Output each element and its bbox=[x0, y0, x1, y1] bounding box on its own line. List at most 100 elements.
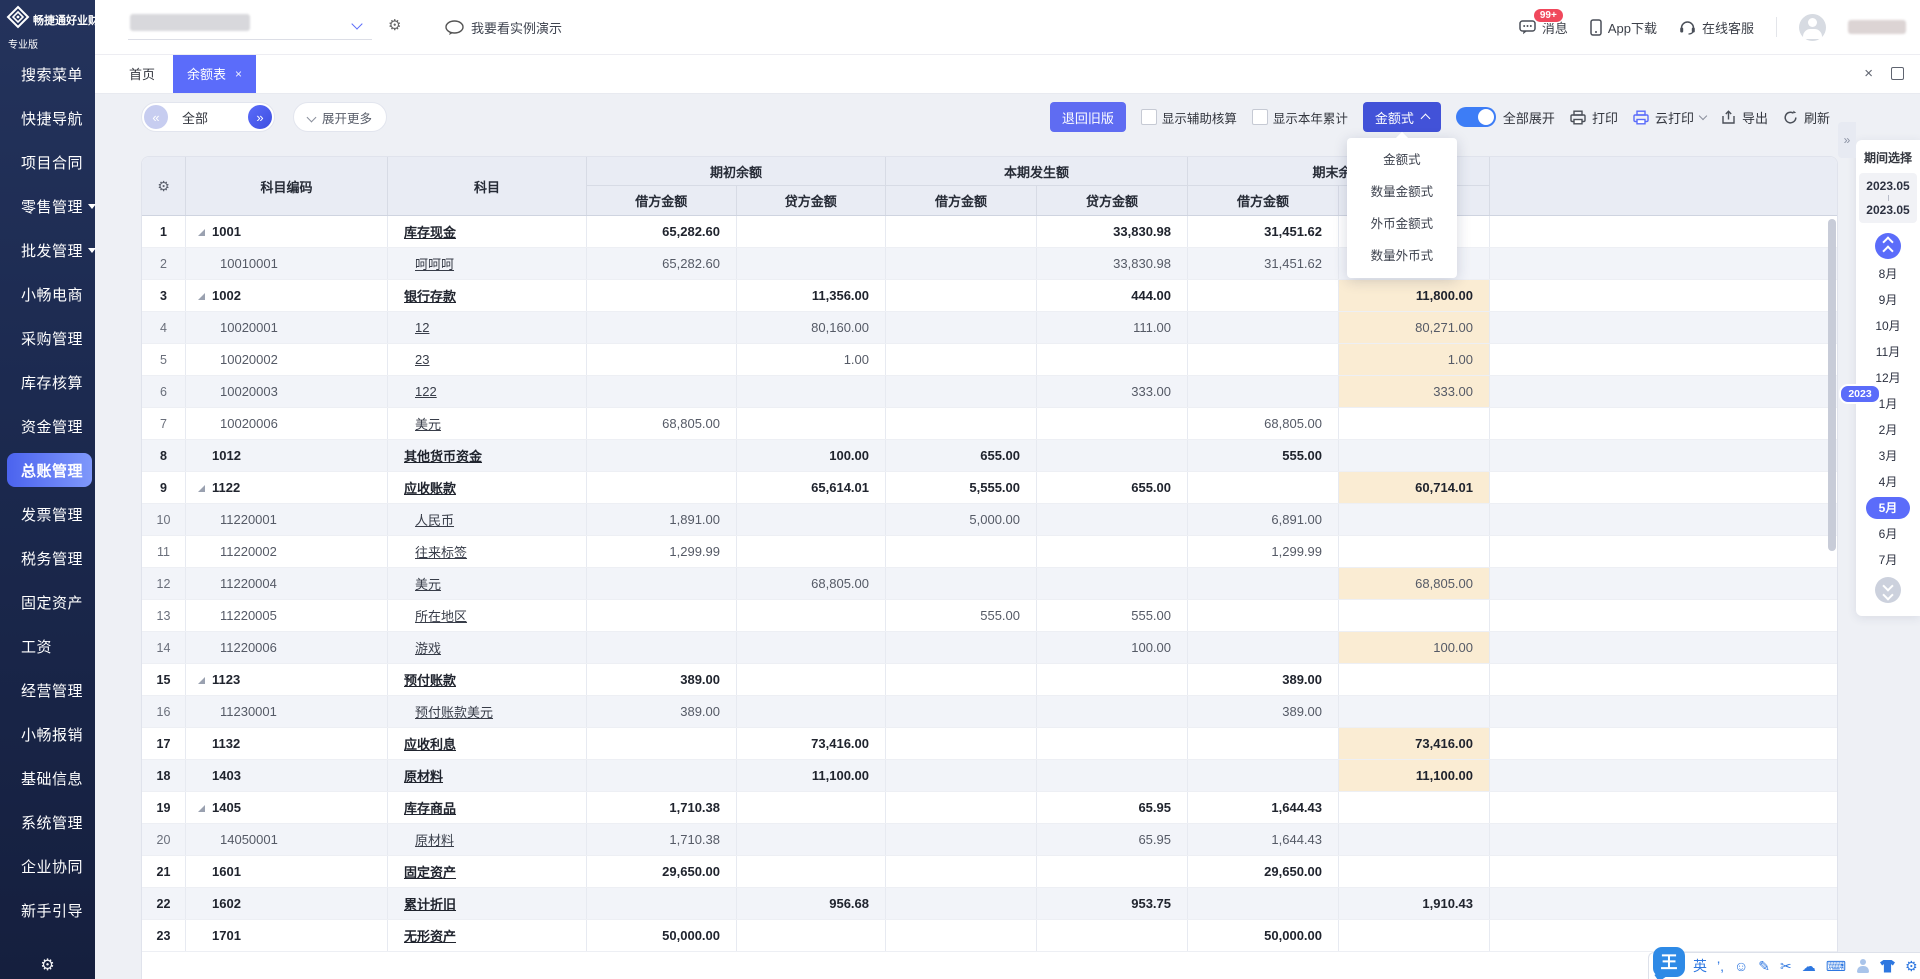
table-row[interactable]: 23 1701 无形资产 50,000.00 50,000.00 bbox=[142, 920, 1837, 952]
subject-link[interactable]: 所在地区 bbox=[415, 609, 468, 624]
subject-link[interactable]: 累计折旧 bbox=[404, 897, 457, 912]
sidebar-item[interactable]: 固定资产 bbox=[0, 580, 95, 624]
sidebar-item[interactable]: 总账管理 bbox=[0, 448, 95, 492]
close-all-icon[interactable]: × bbox=[1864, 65, 1873, 82]
table-row[interactable]: 19 1405 库存商品 1,710.38 65.95 1,644.43 bbox=[142, 792, 1837, 824]
table-row[interactable]: 9 1122 应收账款 65,614.01 5,555.00 655.00 bbox=[142, 472, 1837, 504]
subject-link[interactable]: 12 bbox=[415, 320, 430, 335]
month-item[interactable]: 5月 bbox=[1856, 495, 1920, 521]
subject-link[interactable]: 库存商品 bbox=[404, 801, 457, 816]
sidebar-item[interactable]: 企业协同 bbox=[0, 844, 95, 888]
subject-link[interactable]: 无形资产 bbox=[404, 929, 457, 944]
subject-link[interactable]: 其他货币资金 bbox=[404, 449, 483, 464]
taskbar-icon[interactable]: ☺ bbox=[1734, 958, 1749, 974]
format-dropdown-button[interactable]: 金额式 金额式 数量金额式 外币金额式 数量外币式 bbox=[1346, 102, 1457, 278]
column-settings-gear-icon[interactable]: ⚙ bbox=[157, 177, 170, 194]
subject-link[interactable]: 库存现金 bbox=[404, 225, 457, 240]
table-row[interactable]: 17 1132 应收利息 73,416.00 73,416 bbox=[142, 728, 1837, 760]
expand-triangle-icon[interactable] bbox=[198, 293, 205, 300]
sidebar-item[interactable]: 新手引导 bbox=[0, 888, 95, 932]
month-item[interactable]: 11月 bbox=[1875, 345, 1901, 359]
subject-link[interactable]: 人民币 bbox=[415, 513, 455, 528]
tab-home[interactable]: 首页 bbox=[129, 67, 156, 82]
cloud-print-button[interactable]: 云打印 bbox=[1633, 108, 1708, 127]
table-row[interactable]: 5 10020002 23 1.00 1.00 bbox=[142, 344, 1837, 376]
month-item[interactable]: 10月 bbox=[1875, 319, 1901, 333]
table-row[interactable]: 22 1602 累计折旧 956.68 953.75 1,9 bbox=[142, 888, 1837, 920]
sidebar-item[interactable]: 搜索菜单 bbox=[0, 52, 95, 96]
taskbar-icon[interactable]: ⚙ bbox=[1904, 958, 1918, 974]
subject-link[interactable]: 122 bbox=[415, 384, 437, 399]
period-range-box[interactable]: 2023.05 2023.05 bbox=[1859, 173, 1917, 223]
table-row[interactable]: 16 11230001 预付账款美元 389.00 389.00 bbox=[142, 696, 1837, 728]
month-item[interactable]: 6月 bbox=[1878, 527, 1898, 541]
scroll-months-up-button[interactable] bbox=[1875, 233, 1901, 259]
format-menu-item[interactable]: 数量金额式 bbox=[1370, 185, 1434, 199]
org-chevron-down-icon[interactable] bbox=[351, 18, 363, 30]
sidebar-item[interactable]: 工资 bbox=[0, 624, 95, 668]
month-item[interactable]: 12月 bbox=[1875, 371, 1901, 385]
subject-link[interactable]: 游戏 bbox=[415, 641, 442, 656]
table-row[interactable]: 11 11220002 往来标签 1,299.99 1,299.99 bbox=[142, 536, 1837, 568]
sidebar-settings-gear-icon[interactable]: ⚙ bbox=[40, 957, 55, 974]
sidebar-item[interactable]: 基础信息 bbox=[0, 756, 95, 800]
table-row[interactable]: 20 14050001 原材料 1,710.38 65.95 1,644.43 bbox=[142, 824, 1837, 856]
settings-gear-icon[interactable]: ⚙ bbox=[388, 17, 402, 34]
sidebar-item[interactable]: 库存核算 bbox=[0, 360, 95, 404]
online-service-button[interactable]: 在线客服 bbox=[1679, 18, 1754, 37]
prev-level-icon[interactable]: « bbox=[144, 105, 168, 129]
table-row[interactable]: 1 1001 库存现金 65,282.60 33,830.98 31,451.6… bbox=[142, 216, 1837, 248]
sidebar-item[interactable]: 采购管理 bbox=[0, 316, 95, 360]
month-item[interactable]: 9月 bbox=[1878, 293, 1898, 307]
checkbox-icon[interactable] bbox=[1140, 109, 1157, 125]
next-level-icon[interactable]: » bbox=[248, 105, 273, 129]
subject-link[interactable]: 往来标签 bbox=[415, 545, 468, 560]
sidebar-item[interactable]: 税务管理 bbox=[0, 536, 95, 580]
taskbar-icon[interactable]: ✎ bbox=[1758, 958, 1771, 974]
taskbar-icon[interactable]: ☁ bbox=[1801, 958, 1816, 974]
app-download-button[interactable]: App下载 bbox=[1590, 18, 1657, 37]
export-button[interactable]: 导出 bbox=[1721, 108, 1768, 127]
taskbar-icon[interactable]: ⌨ bbox=[1825, 958, 1846, 974]
subject-link[interactable]: 银行存款 bbox=[404, 289, 457, 304]
month-item[interactable]: 2月 bbox=[1878, 423, 1898, 437]
sidebar-item[interactable]: 项目合同 bbox=[0, 140, 95, 184]
print-button[interactable]: 打印 bbox=[1570, 108, 1618, 127]
demo-link[interactable]: 我要看实例演示 bbox=[445, 0, 562, 54]
tab-balance-sheet[interactable]: 余额表 × bbox=[173, 54, 257, 93]
expand-all-toggle[interactable]: 全部展开 bbox=[1455, 107, 1555, 127]
table-row[interactable]: 8 1012 其他货币资金 100.00 655.00 555.00 bbox=[142, 440, 1837, 472]
taskbar-icon[interactable] bbox=[1879, 959, 1895, 973]
sidebar-item[interactable]: 经营管理 bbox=[0, 668, 95, 712]
table-row[interactable]: 14 11220006 游戏 100.00 100.00 bbox=[142, 632, 1837, 664]
taskbar-icon[interactable]: 王 bbox=[1653, 947, 1685, 977]
subject-link[interactable]: 固定资产 bbox=[404, 865, 457, 880]
month-item[interactable]: 8月 bbox=[1878, 267, 1898, 281]
subject-link[interactable]: 预付账款美元 bbox=[415, 705, 494, 720]
table-row[interactable]: 10 11220001 人民币 1,891.00 5,000.00 6,891.… bbox=[142, 504, 1837, 536]
scroll-months-down-button[interactable] bbox=[1875, 577, 1901, 603]
table-row[interactable]: 3 1002 银行存款 11,356.00 444.00 1 bbox=[142, 280, 1837, 312]
format-menu-item[interactable]: 外币金额式 bbox=[1370, 217, 1434, 231]
expand-more-button[interactable]: 展开更多 bbox=[293, 102, 388, 132]
table-row[interactable]: 18 1403 原材料 11,100.00 11,100. bbox=[142, 760, 1837, 792]
table-row[interactable]: 2 10010001 呵呵呵 65,282.60 33,830.98 31,45… bbox=[142, 248, 1837, 280]
checkbox-icon[interactable] bbox=[1251, 109, 1268, 125]
sidebar-item[interactable]: 发票管理 bbox=[0, 492, 95, 536]
show-auxiliary-checkbox[interactable]: 显示辅助核算 bbox=[1140, 108, 1237, 127]
sidebar-item[interactable]: 小畅报销 bbox=[0, 712, 95, 756]
format-menu-item[interactable]: 数量外币式 bbox=[1370, 249, 1434, 263]
taskbar-icon[interactable] bbox=[1856, 959, 1870, 973]
vertical-scrollbar[interactable] bbox=[1828, 219, 1836, 551]
fullscreen-icon[interactable] bbox=[1891, 67, 1904, 80]
month-item[interactable]: 4月 bbox=[1878, 475, 1898, 489]
taskbar-icon[interactable]: 英 bbox=[1693, 958, 1707, 974]
month-item[interactable]: 1月 bbox=[1878, 397, 1898, 411]
period-panel-collapse-button[interactable]: » bbox=[1838, 122, 1856, 158]
taskbar-icon[interactable]: ✂ bbox=[1780, 958, 1792, 974]
expand-triangle-icon[interactable] bbox=[198, 485, 205, 492]
subject-link[interactable]: 原材料 bbox=[404, 769, 444, 784]
subject-link[interactable]: 应收账款 bbox=[404, 481, 457, 496]
messages-button[interactable]: 99+ 消息 bbox=[1519, 7, 1568, 37]
month-item[interactable]: 3月 bbox=[1878, 449, 1898, 463]
